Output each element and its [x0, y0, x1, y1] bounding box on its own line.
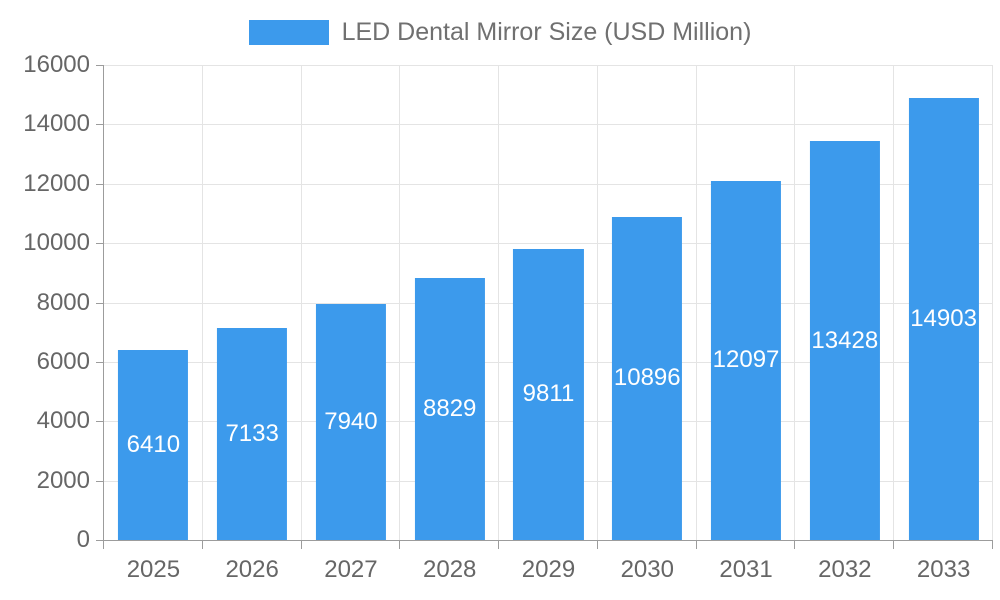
x-axis-tick-label: 2027 [324, 556, 378, 583]
y-axis-tick-label: 0 [76, 526, 90, 553]
bar-2030[interactable]: 10896 [612, 216, 683, 540]
bar-slot: 7940 [302, 65, 401, 540]
gridline-vertical [893, 65, 895, 540]
x-axis-tick [695, 540, 697, 549]
bar-value-label: 7940 [324, 408, 378, 436]
bar-value-label: 9811 [522, 380, 575, 408]
bar-2031[interactable]: 12097 [710, 180, 782, 540]
x-axis-tick [201, 540, 203, 549]
bar-value-label: 10896 [613, 364, 681, 392]
gridline-vertical [201, 65, 203, 540]
bar-value-label: 13428 [811, 326, 879, 354]
gridline-vertical [794, 65, 796, 540]
bar-2032[interactable]: 13428 [809, 141, 880, 540]
y-axis-tick-label: 2000 [36, 466, 90, 494]
bar-slot: 10896 [598, 65, 697, 540]
x-axis-tick [498, 540, 500, 549]
gridline-horizontal [104, 124, 993, 126]
x-axis-tick-label: 2029 [521, 556, 576, 583]
bar-2029[interactable]: 9811 [513, 248, 584, 540]
gridline-vertical [992, 65, 993, 540]
gridline-horizontal [104, 243, 993, 245]
y-axis-tick [96, 243, 104, 245]
gridline-horizontal [104, 183, 993, 185]
x-axis-tick [103, 540, 104, 549]
bar-2033[interactable]: 14903 [908, 97, 979, 540]
y-axis-tick [96, 302, 104, 304]
x-axis-tick [992, 540, 993, 549]
y-axis-tick-label: 6000 [36, 347, 90, 375]
y-axis-tick-label: 12000 [23, 169, 90, 197]
bar-value-label: 8829 [423, 394, 477, 422]
bar-slot: 14903 [894, 65, 993, 540]
bar-value-label: 12097 [712, 346, 780, 374]
x-axis-tick-label: 2032 [818, 556, 872, 583]
bar-slot: 8829 [400, 65, 499, 540]
legend[interactable]: LED Dental Mirror Size (USD Million) [0, 18, 1000, 47]
x-axis-tick-label: 2030 [620, 556, 674, 583]
x-axis-tick-label: 2033 [916, 556, 971, 583]
y-axis-tick-label: 4000 [36, 407, 90, 435]
bar-slot: 9811 [499, 65, 598, 540]
bar-value-label: 6410 [126, 430, 181, 458]
bar-slot: 7133 [203, 65, 302, 540]
bar-2026[interactable]: 7133 [217, 328, 288, 540]
y-axis-tick-label: 8000 [36, 288, 90, 316]
legend-label: LED Dental Mirror Size (USD Million) [341, 18, 752, 46]
bar-slot: 6410 [104, 65, 203, 540]
plot-area: 0 2000 4000 6000 8000 10000 12000 14000 16000 202… [23, 51, 993, 583]
x-axis-tick [893, 540, 895, 549]
legend-swatch-icon [248, 20, 329, 45]
gridline-vertical [498, 65, 500, 540]
gridline-vertical [300, 65, 302, 540]
x-axis-tick [399, 540, 401, 549]
y-axis-tick [96, 480, 104, 482]
y-axis-tick [96, 540, 104, 541]
y-axis-tick-label: 10000 [23, 229, 90, 257]
y-axis-tick-label: 14000 [23, 110, 90, 138]
y-axis-tick [96, 183, 104, 185]
gridline-vertical [596, 65, 598, 540]
bar-2025[interactable]: 6410 [118, 349, 189, 540]
gridline-vertical [399, 65, 401, 540]
y-axis-tick [96, 361, 104, 363]
bar-value-label: 7133 [225, 420, 279, 448]
x-axis-tick-label: 2028 [423, 556, 477, 583]
bar-2027[interactable]: 7940 [315, 304, 386, 540]
x-axis-tick [300, 540, 302, 549]
bar-value-label: 14903 [910, 304, 977, 332]
y-axis-tick [96, 65, 104, 66]
gridline-vertical [695, 65, 697, 540]
x-axis-tick [596, 540, 598, 549]
y-axis-tick-label: 16000 [23, 51, 90, 78]
bar-slot: 13428 [795, 65, 894, 540]
x-axis-tick [794, 540, 796, 549]
y-axis-tick [96, 124, 104, 126]
y-axis-tick [96, 421, 104, 423]
x-axis-tick-label: 2031 [719, 556, 773, 583]
bar-2028[interactable]: 8829 [414, 277, 485, 540]
bar-slot: 12097 [697, 65, 796, 540]
x-axis-tick-label: 2025 [126, 556, 181, 583]
x-axis-tick-label: 2026 [225, 556, 279, 583]
gridline-horizontal [104, 65, 993, 66]
